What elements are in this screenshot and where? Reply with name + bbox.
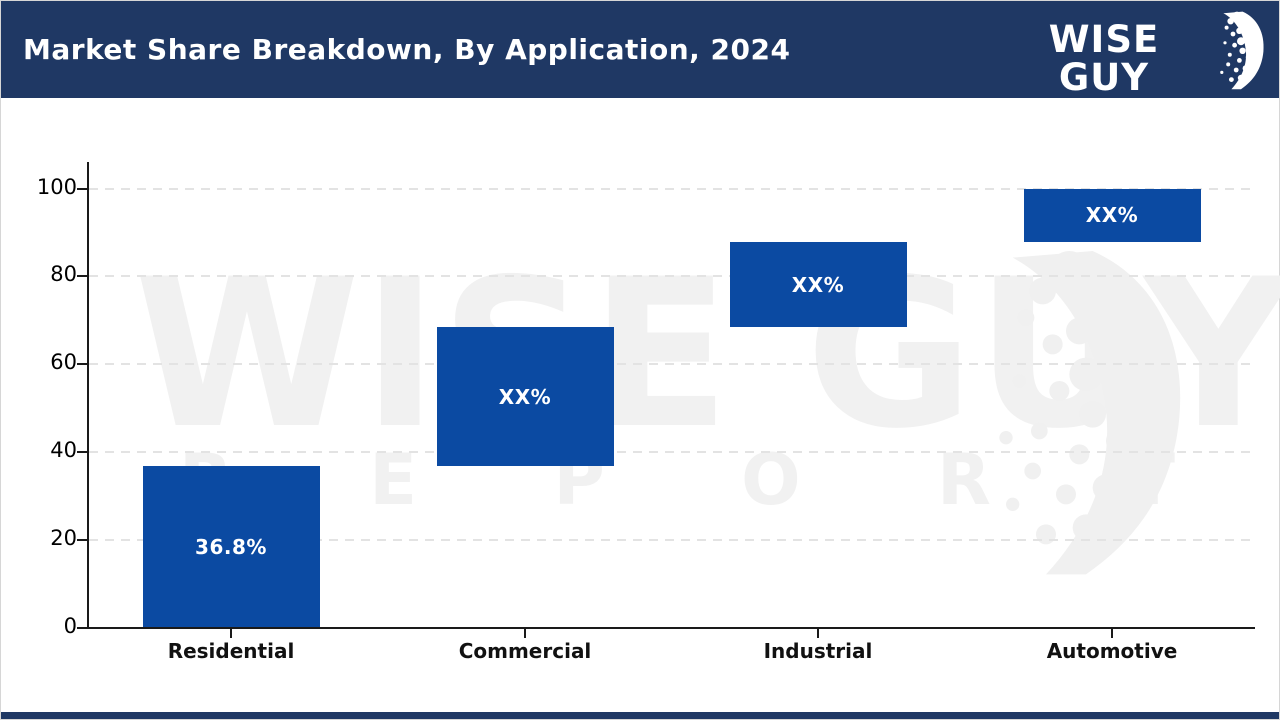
x-category-label-industrial: Industrial	[763, 639, 873, 663]
y-tick-label-40: 40	[50, 438, 77, 463]
x-axis-line	[87, 627, 1255, 629]
x-tick-mark-industrial	[817, 629, 819, 638]
bar-automotive: XX%	[1023, 188, 1201, 243]
y-tick-mark-40	[77, 451, 87, 454]
bar-value-label-commercial: XX%	[498, 384, 552, 409]
y-tick-mark-80	[77, 275, 87, 278]
x-tick-mark-automotive	[1111, 629, 1113, 638]
x-category-label-automotive: Automotive	[1046, 639, 1178, 663]
header-bar: Market Share Breakdown, By Application, …	[1, 1, 1279, 127]
logo-text: WISE GUY R E P O R T S	[1015, 18, 1193, 128]
gridline-80	[89, 275, 1254, 278]
y-tick-label-20: 20	[50, 526, 77, 551]
y-tick-mark-20	[77, 539, 87, 542]
bar-industrial: XX%	[729, 242, 907, 327]
logo-wordmark: WISE GUY	[1048, 18, 1160, 99]
y-tick-label-80: 80	[50, 262, 77, 287]
footer-bar	[1, 712, 1279, 719]
y-tick-mark-0	[77, 627, 87, 629]
bar-value-label-automotive: XX%	[1085, 203, 1139, 228]
bar-residential: 36.8%	[142, 466, 320, 628]
x-category-label-residential: Residential	[167, 639, 295, 663]
y-tick-mark-100	[77, 187, 87, 190]
y-tick-label-100: 100	[36, 174, 77, 199]
bar-value-label-industrial: XX%	[791, 272, 845, 297]
page-title: Market Share Breakdown, By Application, …	[23, 33, 791, 66]
gridline-60	[89, 363, 1254, 366]
bar-commercial: XX%	[436, 327, 614, 467]
y-tick-label-0: 0	[63, 614, 77, 638]
y-tick-label-60: 60	[50, 350, 77, 375]
logo-head-icon	[1220, 11, 1264, 90]
bar-value-label-residential: 36.8%	[195, 535, 267, 560]
x-tick-mark-residential	[230, 629, 232, 638]
gridline-40	[89, 451, 1254, 454]
logo-subtext: R E P O R T S	[1023, 99, 1191, 127]
brand-logo: WISE GUY R E P O R T S	[1015, 7, 1265, 127]
y-axis-line	[87, 162, 89, 629]
x-tick-mark-commercial	[524, 629, 526, 638]
y-tick-mark-60	[77, 363, 87, 366]
gridline-100	[89, 187, 1254, 190]
gridline-20	[89, 539, 1254, 542]
x-category-label-commercial: Commercial	[458, 639, 592, 663]
